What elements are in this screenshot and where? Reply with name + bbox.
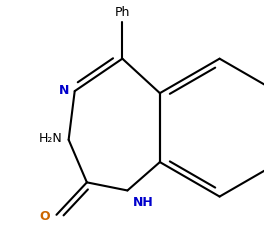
Text: N: N	[59, 84, 70, 97]
Text: Ph: Ph	[115, 6, 130, 19]
Text: NH: NH	[132, 196, 153, 209]
Text: O: O	[40, 210, 50, 223]
Text: H₂N: H₂N	[39, 132, 63, 145]
